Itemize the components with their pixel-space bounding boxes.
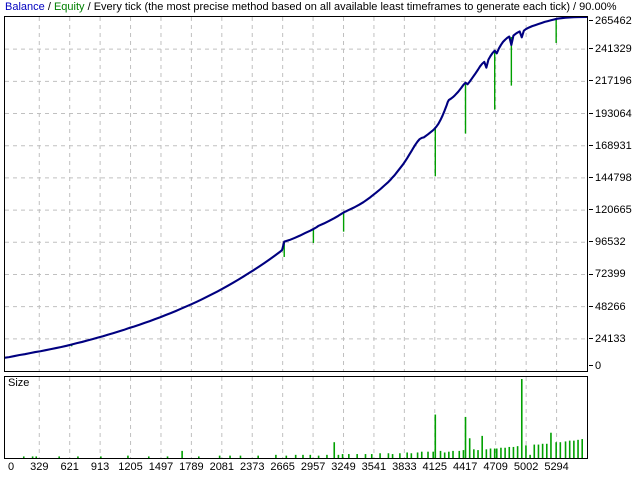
x-axis-tick-label: 1205 xyxy=(118,461,143,473)
legend-equity-label: Equity xyxy=(53,1,85,13)
x-axis-tick-label: 2081 xyxy=(209,461,235,473)
y-axis-tick-text: 217196 xyxy=(595,75,632,88)
y-axis-tick-mark xyxy=(589,144,593,146)
y-axis-tick-label: 96532 xyxy=(589,237,626,248)
x-axis-tick-label: 1789 xyxy=(179,461,204,473)
x-axis-tick-label: 329 xyxy=(30,461,49,473)
y-axis-tick-mark xyxy=(589,365,593,367)
balance-equity-plot xyxy=(5,17,587,371)
size-plot xyxy=(22,377,584,458)
legend-description: Every tick (the most precise method base… xyxy=(93,1,617,13)
y-axis-tick-label: 24133 xyxy=(589,332,626,345)
y-axis-tick-mark xyxy=(589,112,593,114)
y-axis-tick-text: 0 xyxy=(595,360,602,372)
y-axis-tick-text: 48266 xyxy=(595,300,626,313)
y-axis-tick-text: 24133 xyxy=(595,332,626,345)
balance-equity-panel xyxy=(4,16,588,372)
y-axis-tick-label: 0 xyxy=(589,361,601,372)
y-axis-tick-label: 265462 xyxy=(589,16,632,27)
x-axis-tick-label: 2957 xyxy=(300,461,326,473)
chart-legend: Balance / Equity / Every tick (the most … xyxy=(5,1,616,14)
x-axis-tick-label: 4417 xyxy=(452,461,478,473)
y-axis-tick-text: 168931 xyxy=(595,139,632,152)
x-axis-tick-label: 4709 xyxy=(483,461,508,473)
y-axis-tick-mark xyxy=(589,337,593,339)
x-axis-tick-label: 4125 xyxy=(422,461,448,473)
y-axis-tick-mark xyxy=(589,241,593,243)
y-axis-tick-text: 120665 xyxy=(595,204,632,217)
y-axis-tick-label: 120665 xyxy=(589,205,632,216)
legend-balance-label: Balance xyxy=(5,1,45,13)
legend-separator-1: / xyxy=(47,1,51,13)
x-axis-tick-label: 621 xyxy=(60,461,79,473)
y-axis-tick-text: 96532 xyxy=(595,236,626,249)
x-axis-tick-label: 3541 xyxy=(361,461,387,473)
y-axis-tick-label: 168931 xyxy=(589,139,632,152)
y-axis-tick-label: 217196 xyxy=(589,76,632,87)
legend-separator-2: / xyxy=(87,1,91,13)
x-axis-tick-label: 913 xyxy=(90,461,110,473)
x-axis-tick-label: 0 xyxy=(8,461,15,473)
y-axis-tick-mark xyxy=(589,273,593,275)
y-axis-tick-mark xyxy=(589,305,593,307)
x-axis-tick-label: 1497 xyxy=(148,461,174,473)
y-axis-tick-mark xyxy=(589,48,593,50)
y-axis-tick-mark xyxy=(589,209,593,211)
x-axis-tick-label: 2665 xyxy=(270,461,295,473)
y-axis-tick-text: 193064 xyxy=(595,107,632,120)
x-axis-tick-label: 5294 xyxy=(544,461,569,473)
y-axis-tick-label: 48266 xyxy=(589,300,626,313)
x-axis-tick-label: 2373 xyxy=(239,461,265,473)
x-axis-tick-label: 5002 xyxy=(513,461,539,473)
y-axis-tick-label: 241329 xyxy=(589,44,632,55)
y-axis-tick-mark xyxy=(589,177,593,178)
size-panel-label: Size xyxy=(8,377,30,389)
x-axis: 0 329 621 913 1205 1497 1789 2081 2373 2665 2957 32… xyxy=(4,461,588,479)
y-axis-tick-label: 144798 xyxy=(589,171,632,184)
x-axis-tick-label: 3833 xyxy=(392,461,417,473)
size-panel: Size xyxy=(4,376,588,459)
y-axis-tick-mark xyxy=(589,20,593,22)
y-axis: 265462 241329 217196 193064 168931 144798 1206… xyxy=(589,16,640,372)
y-axis-tick-text: 241329 xyxy=(595,43,632,56)
y-axis-tick-text: 144798 xyxy=(595,171,632,184)
y-axis-tick-label: 72399 xyxy=(589,269,626,280)
y-axis-tick-text: 265462 xyxy=(595,15,632,27)
y-axis-tick-label: 193064 xyxy=(589,107,632,120)
y-axis-tick-text: 72399 xyxy=(595,268,626,281)
y-axis-tick-mark xyxy=(589,80,593,82)
x-axis-tick-label: 3249 xyxy=(331,461,356,473)
balance-line xyxy=(5,17,587,359)
